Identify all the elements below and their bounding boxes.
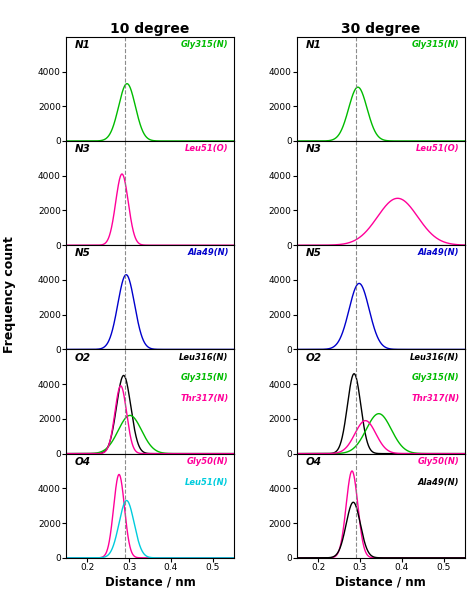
Text: Gly315(N): Gly315(N) bbox=[412, 373, 459, 383]
Text: O4: O4 bbox=[75, 457, 91, 466]
Text: Gly50(N): Gly50(N) bbox=[418, 457, 459, 466]
Text: N1: N1 bbox=[306, 40, 321, 50]
Text: N3: N3 bbox=[306, 144, 321, 154]
Text: N3: N3 bbox=[75, 144, 91, 154]
Text: Ala49(N): Ala49(N) bbox=[418, 248, 459, 257]
Text: N5: N5 bbox=[306, 248, 321, 258]
Text: Thr317(N): Thr317(N) bbox=[181, 394, 228, 403]
Text: Gly315(N): Gly315(N) bbox=[412, 40, 459, 49]
Text: N5: N5 bbox=[75, 248, 91, 258]
Text: Ala49(N): Ala49(N) bbox=[418, 478, 459, 487]
Text: Leu51(O): Leu51(O) bbox=[185, 144, 228, 153]
X-axis label: Distance / nm: Distance / nm bbox=[336, 575, 426, 588]
Text: N1: N1 bbox=[75, 40, 91, 50]
Text: Leu316(N): Leu316(N) bbox=[410, 352, 459, 362]
Text: Thr317(N): Thr317(N) bbox=[411, 394, 459, 403]
Text: Gly315(N): Gly315(N) bbox=[181, 373, 228, 383]
Text: Frequency count: Frequency count bbox=[3, 236, 16, 352]
Text: O2: O2 bbox=[306, 352, 322, 362]
Title: 10 degree: 10 degree bbox=[110, 21, 190, 36]
Text: Leu316(N): Leu316(N) bbox=[179, 352, 228, 362]
Text: O4: O4 bbox=[306, 457, 322, 466]
Title: 30 degree: 30 degree bbox=[341, 21, 420, 36]
Text: Leu51(O): Leu51(O) bbox=[416, 144, 459, 153]
X-axis label: Distance / nm: Distance / nm bbox=[105, 575, 195, 588]
Text: Gly315(N): Gly315(N) bbox=[181, 40, 228, 49]
Text: Ala49(N): Ala49(N) bbox=[187, 248, 228, 257]
Text: Gly50(N): Gly50(N) bbox=[187, 457, 228, 466]
Text: O2: O2 bbox=[75, 352, 91, 362]
Text: Leu51(N): Leu51(N) bbox=[185, 478, 228, 487]
